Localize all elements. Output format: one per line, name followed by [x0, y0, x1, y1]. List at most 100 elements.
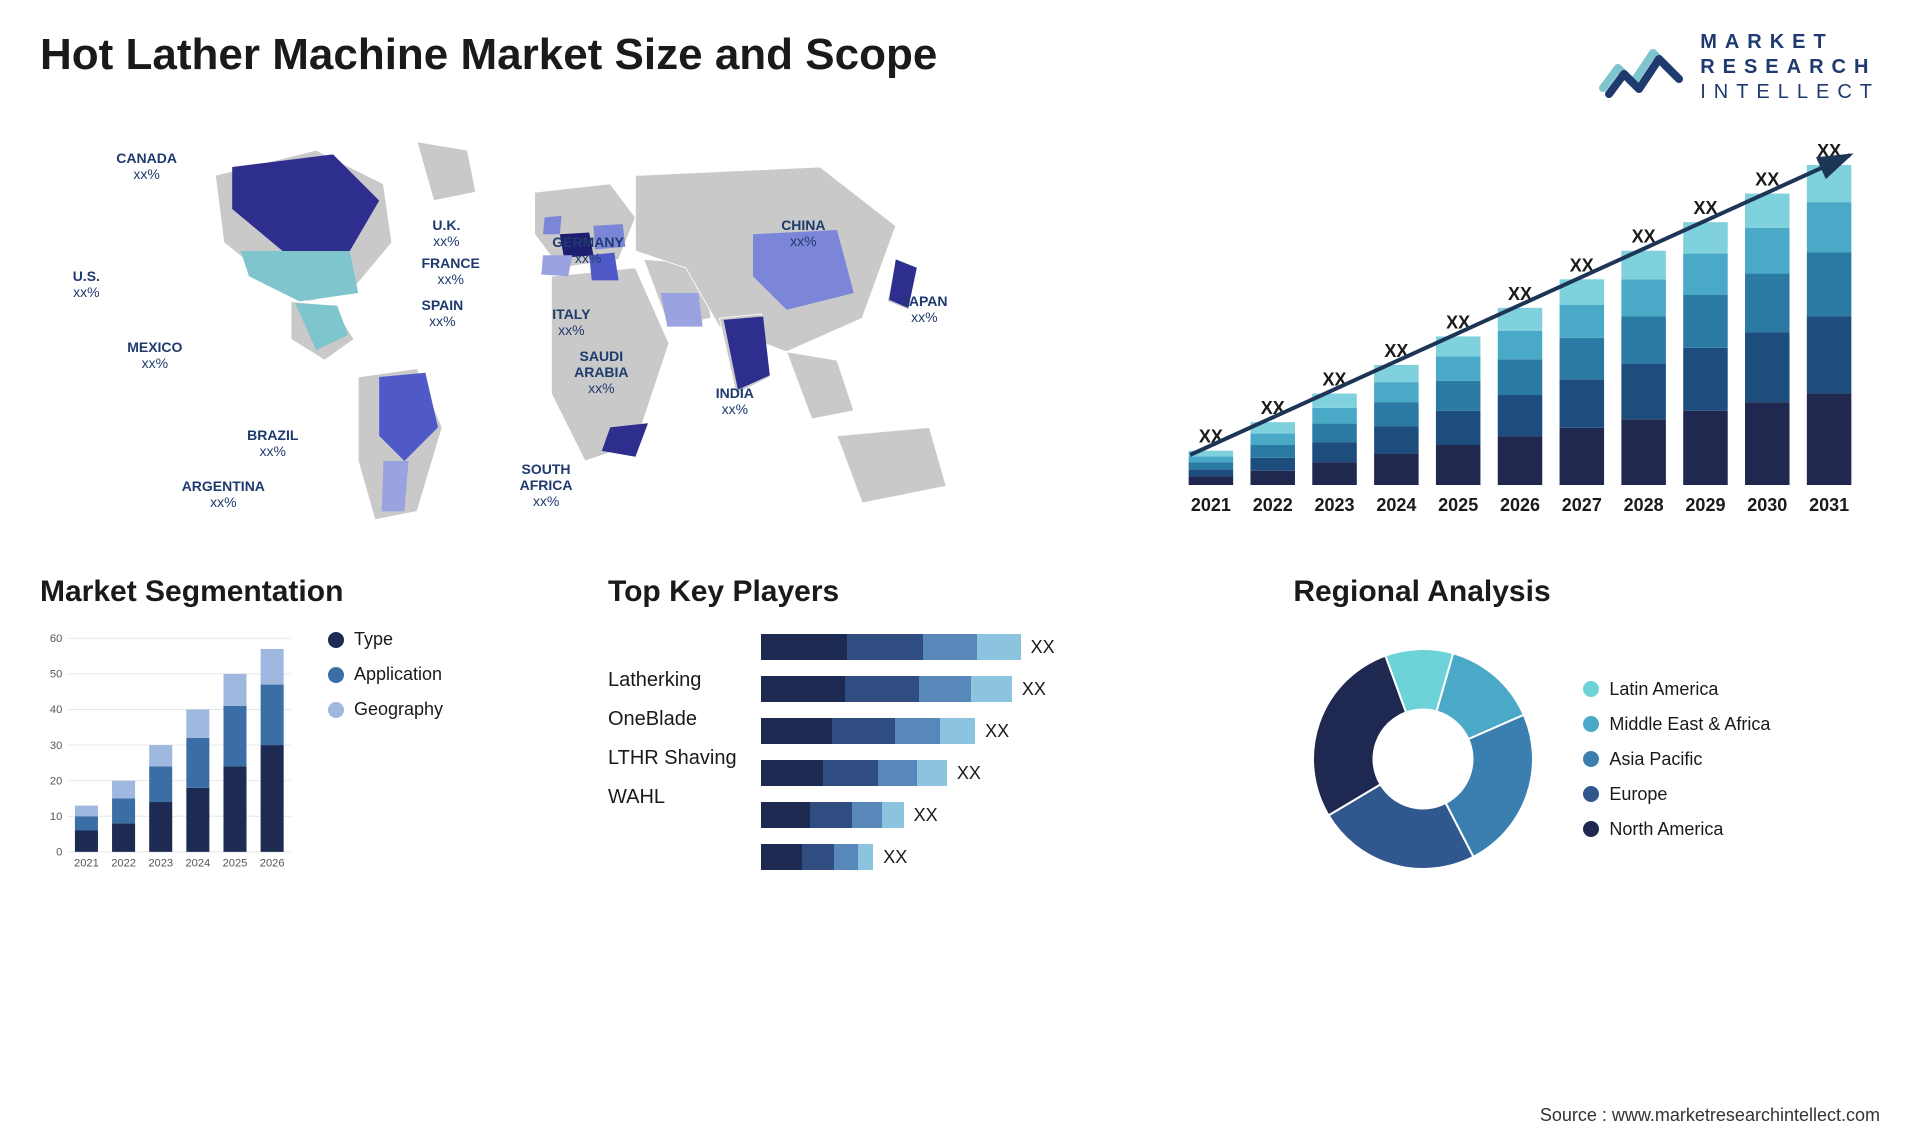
player-name: WAHL	[608, 786, 737, 809]
svg-text:2023: 2023	[1315, 495, 1355, 515]
map-label: JAPANxx%	[901, 293, 947, 325]
legend-item: Asia Pacific	[1583, 749, 1770, 770]
players-bars: XXXXXXXXXXXX	[761, 629, 1254, 871]
bottom-row: Market Segmentation 01020304050602021202…	[40, 575, 1880, 889]
player-bar-row: XX	[761, 675, 1254, 703]
player-bar-segment	[761, 760, 824, 786]
svg-text:2022: 2022	[1253, 495, 1293, 515]
source-line: Source : www.marketresearchintellect.com	[1540, 1105, 1880, 1126]
legend-label: Middle East & Africa	[1609, 714, 1770, 735]
player-bar-row: XX	[761, 717, 1254, 745]
svg-text:30: 30	[50, 740, 62, 752]
svg-text:2026: 2026	[260, 858, 285, 870]
map-label: U.S.xx%	[73, 268, 100, 300]
svg-text:2024: 2024	[185, 858, 210, 870]
player-bar-segment	[834, 844, 858, 870]
svg-text:2029: 2029	[1685, 495, 1725, 515]
svg-text:10: 10	[50, 811, 62, 823]
player-bar-segment	[977, 634, 1020, 660]
header: Hot Lather Machine Market Size and Scope…	[40, 30, 1880, 105]
svg-text:0: 0	[56, 847, 62, 859]
legend-label: Type	[354, 629, 393, 650]
logo-icon	[1598, 33, 1688, 103]
regional-panel: Regional Analysis Latin America Middle Ea…	[1293, 575, 1880, 889]
player-bar-segment	[923, 634, 977, 660]
segmentation-legend: Type Application Geography	[328, 629, 443, 720]
legend-label: Europe	[1609, 784, 1667, 805]
player-bar-segment	[852, 802, 882, 828]
player-name: LTHR Shaving	[608, 747, 737, 770]
player-bar	[761, 676, 1012, 702]
segmentation-title: Market Segmentation	[40, 575, 568, 609]
player-bar-segment	[895, 718, 941, 744]
player-bar	[761, 718, 976, 744]
legend-item: Geography	[328, 699, 443, 720]
legend-swatch	[328, 667, 344, 683]
map-label: SOUTHAFRICAxx%	[520, 461, 573, 509]
player-bar-segment	[917, 760, 947, 786]
legend-label: Asia Pacific	[1609, 749, 1702, 770]
legend-label: Application	[354, 664, 442, 685]
svg-text:2028: 2028	[1624, 495, 1664, 515]
svg-text:XX: XX	[1817, 141, 1841, 161]
legend-swatch	[1583, 821, 1599, 837]
legend-label: Latin America	[1609, 679, 1718, 700]
svg-text:2025: 2025	[223, 858, 248, 870]
svg-text:2031: 2031	[1809, 495, 1849, 515]
player-bar-label: XX	[914, 805, 938, 826]
logo-line2: RESEARCH	[1700, 55, 1880, 80]
player-bar-segment	[761, 676, 845, 702]
svg-text:2027: 2027	[1562, 495, 1602, 515]
segmentation-panel: Market Segmentation 01020304050602021202…	[40, 575, 568, 889]
player-bar-segment	[761, 634, 848, 660]
player-name: OneBlade	[608, 708, 737, 731]
player-bar-segment	[940, 718, 975, 744]
svg-text:20: 20	[50, 775, 62, 787]
player-bar	[761, 634, 1021, 660]
players-panel: Top Key Players LatherkingOneBladeLTHR S…	[608, 575, 1253, 889]
players-names: LatherkingOneBladeLTHR ShavingWAHL	[608, 629, 737, 809]
svg-text:XX: XX	[1755, 170, 1779, 190]
legend-label: North America	[1609, 819, 1723, 840]
player-bar-row: XX	[761, 759, 1254, 787]
map-label: MEXICOxx%	[127, 339, 182, 371]
player-bar	[761, 844, 874, 870]
map-label: SAUDIARABIAxx%	[574, 348, 628, 396]
regional-title: Regional Analysis	[1293, 575, 1880, 609]
player-bar-segment	[847, 634, 923, 660]
logo-text: MARKET RESEARCH INTELLECT	[1700, 30, 1880, 105]
svg-text:2026: 2026	[1500, 495, 1540, 515]
player-bar-segment	[802, 844, 834, 870]
svg-text:40: 40	[50, 704, 62, 716]
legend-swatch	[328, 702, 344, 718]
page-title: Hot Lather Machine Market Size and Scope	[40, 30, 937, 80]
svg-text:2024: 2024	[1376, 495, 1416, 515]
legend-swatch	[1583, 716, 1599, 732]
player-bar-label: XX	[957, 763, 981, 784]
legend-label: Geography	[354, 699, 443, 720]
player-bar-segment	[761, 718, 832, 744]
player-bar-segment	[761, 844, 802, 870]
player-bar-segment	[845, 676, 919, 702]
map-label: CHINAxx%	[781, 217, 825, 249]
player-bar-label: XX	[985, 721, 1009, 742]
svg-text:2021: 2021	[74, 858, 99, 870]
legend-item: Europe	[1583, 784, 1770, 805]
player-bar-segment	[919, 676, 971, 702]
legend-swatch	[1583, 751, 1599, 767]
legend-item: Middle East & Africa	[1583, 714, 1770, 735]
main-bar-chart: XX2021XX2022XX2023XX2024XX2025XX2026XX20…	[1160, 125, 1880, 545]
player-bar-segment	[882, 802, 904, 828]
player-bar-segment	[858, 844, 873, 870]
legend-item: Type	[328, 629, 443, 650]
player-bar-segment	[823, 760, 877, 786]
player-bar-segment	[878, 760, 917, 786]
svg-text:2022: 2022	[111, 858, 136, 870]
legend-swatch	[1583, 786, 1599, 802]
player-bar-segment	[971, 676, 1012, 702]
player-bar-row: XX	[761, 801, 1254, 829]
player-bar-row: XX	[761, 633, 1254, 661]
world-map: CANADAxx%U.S.xx%MEXICOxx%BRAZILxx%ARGENT…	[40, 125, 1130, 545]
legend-swatch	[328, 632, 344, 648]
map-label: SPAINxx%	[422, 297, 464, 329]
